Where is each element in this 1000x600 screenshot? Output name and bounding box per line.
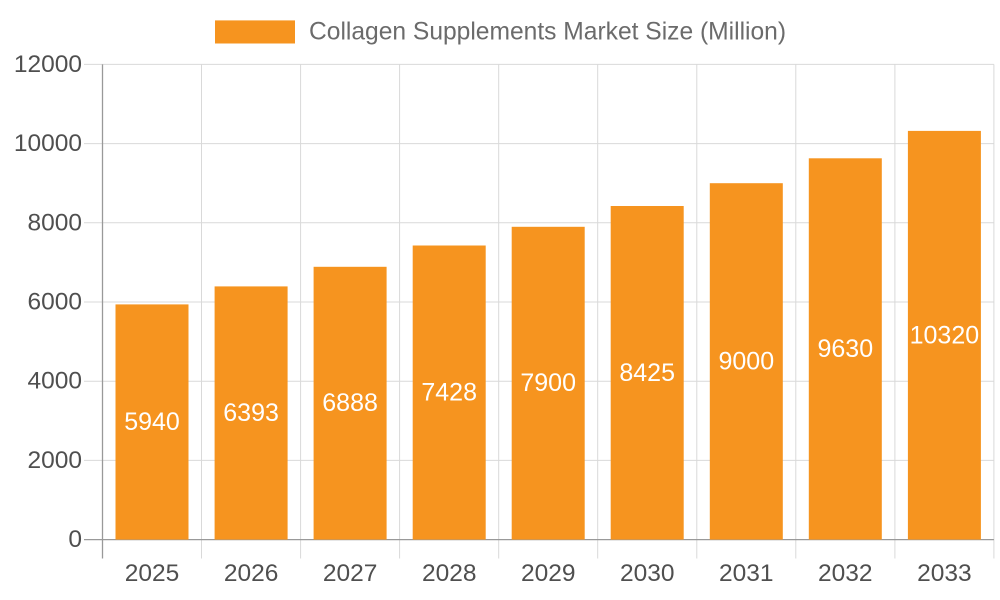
svg-text:9000: 9000 [718, 347, 774, 375]
svg-text:2000: 2000 [27, 447, 82, 474]
svg-text:2028: 2028 [422, 560, 477, 587]
svg-text:6000: 6000 [27, 289, 82, 316]
svg-text:8000: 8000 [27, 209, 82, 236]
svg-text:6393: 6393 [223, 399, 279, 427]
svg-text:2025: 2025 [125, 560, 180, 587]
svg-text:2029: 2029 [521, 560, 576, 587]
svg-text:10000: 10000 [14, 130, 82, 157]
svg-text:8425: 8425 [619, 359, 675, 387]
svg-text:2032: 2032 [818, 560, 873, 587]
svg-text:0: 0 [68, 526, 82, 553]
svg-text:10320: 10320 [910, 321, 980, 349]
svg-text:2026: 2026 [224, 560, 279, 587]
svg-text:4000: 4000 [27, 368, 82, 395]
svg-text:Collagen Supplements Market Si: Collagen Supplements Market Size (Millio… [309, 19, 786, 46]
svg-text:2027: 2027 [323, 560, 378, 587]
svg-text:9630: 9630 [817, 335, 873, 363]
svg-text:2031: 2031 [719, 560, 774, 587]
svg-text:5940: 5940 [124, 408, 180, 436]
svg-text:7428: 7428 [421, 379, 477, 407]
svg-text:2030: 2030 [620, 560, 675, 587]
svg-text:6888: 6888 [322, 389, 378, 417]
svg-text:12000: 12000 [14, 51, 82, 78]
svg-text:7900: 7900 [520, 369, 576, 397]
svg-text:2033: 2033 [917, 560, 972, 587]
